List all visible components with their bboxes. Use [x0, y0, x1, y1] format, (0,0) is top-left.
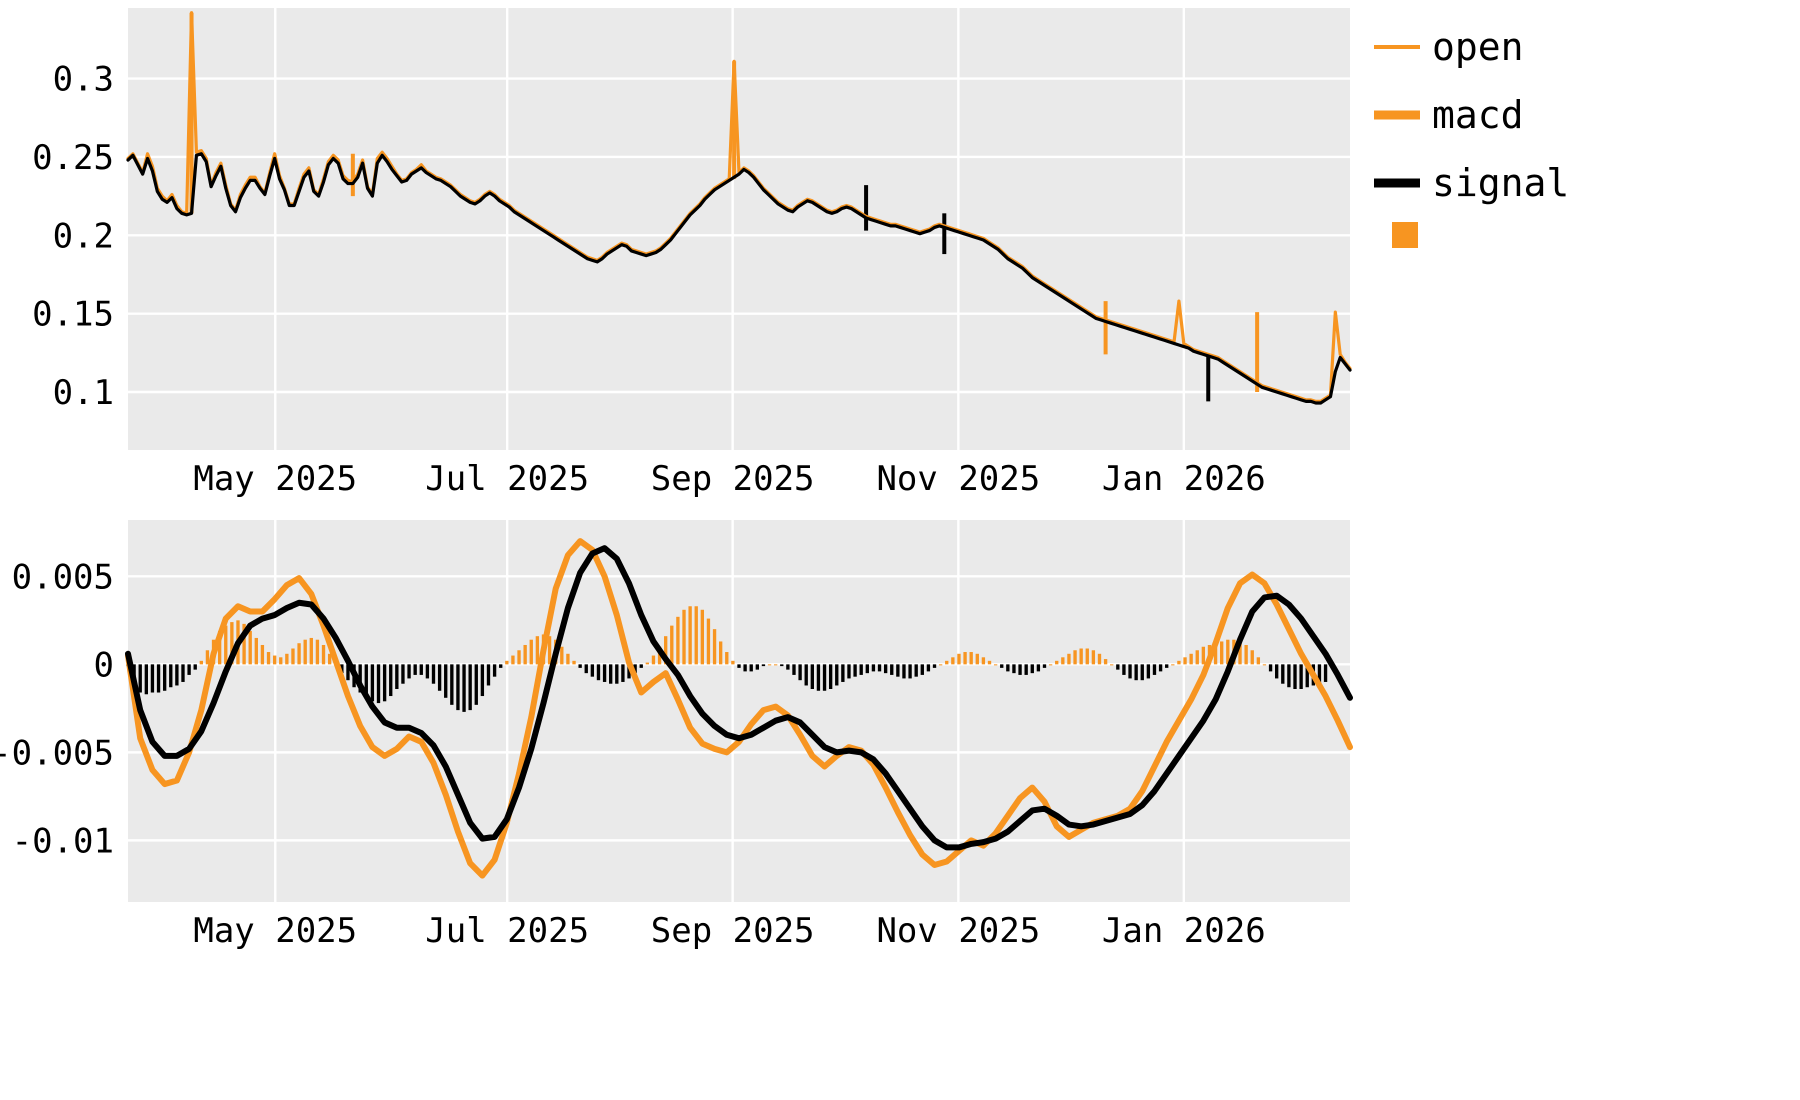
tick-label: 0.2	[53, 216, 114, 256]
tick-label: May 2025	[193, 911, 357, 951]
macd-signal-line	[125, 545, 1353, 851]
price-panel: 0.3 0.25 0.2 0.15 0.1 May 2025 Jul 2025 Sep 20…	[32, 8, 1352, 499]
macd-panel-background	[128, 520, 1350, 902]
macd-panel-ytick-labels: 0.005 0 -0.005 -0.01	[0, 557, 114, 861]
legend-item-open[interactable]: open	[1374, 25, 1524, 69]
tick-label: Jan 2026	[1102, 911, 1266, 951]
legend-label-signal: signal	[1432, 161, 1569, 205]
legend-item-macd[interactable]: macd	[1374, 93, 1524, 137]
tick-label: Jul 2025	[425, 459, 589, 499]
price-panel-xtick-labels: May 2025 Jul 2025 Sep 2025 Nov 2025 Jan 2026	[193, 459, 1265, 499]
tick-label: May 2025	[193, 459, 357, 499]
tick-label: -0.005	[0, 733, 114, 773]
price-panel-background	[128, 8, 1350, 450]
tick-label: Sep 2025	[651, 459, 815, 499]
tick-label: Jan 2026	[1102, 459, 1266, 499]
legend: open macd signal	[1374, 25, 1569, 248]
tick-label: Nov 2025	[876, 459, 1040, 499]
tick-label: 0	[94, 645, 114, 685]
legend-swatch-histogram-icon	[1392, 222, 1418, 248]
legend-item-signal[interactable]: signal	[1374, 161, 1569, 205]
tick-label: 0.3	[53, 60, 114, 100]
macd-line	[125, 538, 1353, 879]
price-panel-ytick-labels: 0.3 0.25 0.2 0.15 0.1	[32, 60, 114, 413]
tick-label: Sep 2025	[651, 911, 815, 951]
tick-label: 0.005	[12, 557, 114, 597]
tick-label: 0.25	[32, 138, 114, 178]
tick-label: -0.01	[12, 821, 114, 861]
macd-panel-gridlines	[128, 520, 1350, 902]
macd-panel: 0.005 0 -0.005 -0.01 May 2025 Jul 2025 Sep 20…	[0, 520, 1353, 951]
tick-label: 0.15	[32, 295, 114, 335]
macd-histogram-bars	[126, 606, 1328, 712]
tick-label: Jul 2025	[425, 911, 589, 951]
price-signal-line	[126, 152, 1352, 405]
legend-item-histogram[interactable]	[1392, 222, 1418, 248]
legend-label-open: open	[1432, 25, 1524, 69]
tick-label: 0.1	[53, 373, 114, 413]
macd-panel-xtick-labels: May 2025 Jul 2025 Sep 2025 Nov 2025 Jan 2026	[193, 911, 1265, 951]
legend-label-macd: macd	[1432, 93, 1524, 137]
tick-label: Nov 2025	[876, 911, 1040, 951]
